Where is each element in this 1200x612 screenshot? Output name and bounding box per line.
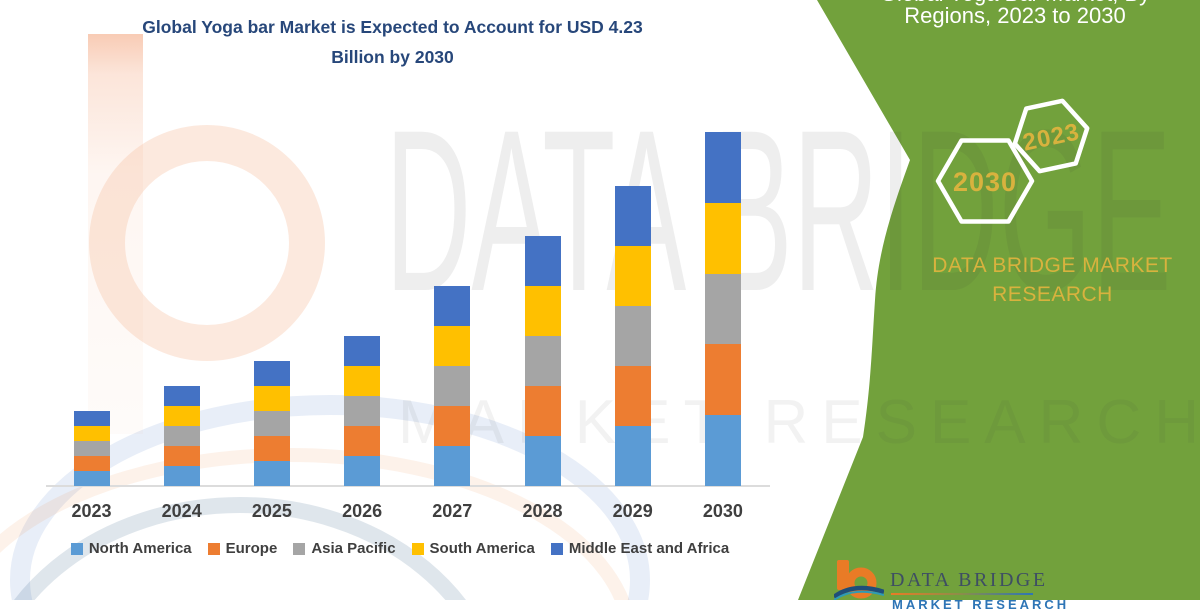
bar-segment-europe-2023	[73, 456, 110, 471]
bar-segment-north-america-2025	[253, 461, 290, 486]
bar-segment-north-america-2023	[73, 471, 110, 486]
bar-segment-middle-east-and-africa-2025	[253, 361, 290, 387]
bar-segment-asia-pacific-2030	[704, 273, 741, 345]
bar-segment-europe-2024	[163, 446, 200, 466]
x-axis-label-2024: 2024	[161, 501, 202, 521]
x-axis-line	[46, 485, 770, 487]
x-axis-label-2027: 2027	[432, 501, 473, 521]
bar-segment-north-america-2029	[614, 426, 651, 486]
brand-text: DATA BRIDGE MARKET RESEARCH	[925, 251, 1180, 309]
bar-segment-europe-2027	[434, 406, 471, 446]
bar-segment-south-america-2028	[524, 286, 561, 337]
bar-segment-middle-east-and-africa-2030	[704, 131, 741, 203]
bar-segment-europe-2026	[344, 426, 381, 456]
bar-segment-north-america-2030	[704, 415, 741, 486]
bar-segment-middle-east-and-africa-2026	[344, 336, 381, 367]
bar-segment-middle-east-and-africa-2024	[163, 386, 200, 407]
x-axis-label-2023: 2023	[71, 501, 112, 521]
bar-segment-south-america-2027	[434, 326, 471, 367]
bar-segment-europe-2030	[704, 344, 741, 416]
x-axis-label-2030: 2030	[702, 501, 743, 521]
bar-segment-asia-pacific-2024	[163, 426, 200, 446]
legend-item-middle-east-and-africa: Middle East and Africa	[550, 540, 730, 557]
bar-segment-asia-pacific-2023	[73, 441, 110, 456]
footer-logo-subtitle-clipped: MARKET RESEARCH	[892, 597, 1070, 612]
legend-label-middle-east-and-africa: Middle East and Africa	[568, 540, 730, 557]
footer-logo: DATA BRIDGE MARKET RESEARCH	[834, 560, 1174, 612]
legend-item-asia-pacific: Asia Pacific	[293, 540, 396, 557]
bar-segment-middle-east-and-africa-2023	[73, 411, 110, 426]
legend-item-north-america: North America	[70, 540, 192, 557]
chart-legend: North America Europe Asia Pacific South Ame…	[20, 540, 780, 557]
legend-swatch-icon-middle-east-and-africa	[550, 542, 563, 555]
bar-segment-south-america-2024	[163, 406, 200, 427]
panel-title-line-2: Regions, 2023 to 2030	[904, 3, 1126, 28]
legend-label-europe: Europe	[225, 540, 278, 557]
bar-segment-south-america-2023	[73, 426, 110, 441]
bar-segment-asia-pacific-2029	[614, 306, 651, 367]
chart-title: Global Yoga bar Market is Expected to Ac…	[0, 12, 785, 72]
legend-item-south-america: South America	[411, 540, 535, 557]
legend-swatch-icon-south-america	[411, 542, 424, 555]
bar-segment-south-america-2025	[253, 386, 290, 412]
bar-segment-asia-pacific-2025	[253, 411, 290, 436]
hexagon-label-2030: 2030	[953, 167, 1017, 197]
bar-segment-europe-2025	[253, 436, 290, 461]
legend-label-south-america: South America	[429, 540, 535, 557]
x-axis-label-2029: 2029	[612, 501, 653, 521]
footer-logo-underline	[891, 593, 1033, 595]
chart-title-line-2: Billion by 2030	[331, 47, 454, 67]
x-axis-label-2026: 2026	[342, 501, 383, 521]
brand-text-line-1: DATA BRIDGE MARKET	[932, 254, 1173, 277]
bar-segment-europe-2028	[524, 386, 561, 436]
bar-segment-south-america-2026	[344, 366, 381, 397]
hexagon-graphic: 2023 2030	[935, 98, 1090, 224]
legend-swatch-icon-europe	[207, 542, 220, 555]
hexagon-label-2023: 2023	[1020, 118, 1082, 156]
bar-segment-north-america-2024	[163, 466, 200, 486]
chart-title-line-1: Global Yoga bar Market is Expected to Ac…	[142, 17, 643, 37]
x-axis-label-2025: 2025	[251, 501, 292, 521]
legend-swatch-icon-north-america	[70, 542, 83, 555]
data-bridge-logo-icon	[834, 560, 884, 600]
legend-swatch-icon-asia-pacific	[293, 542, 306, 555]
bar-segment-south-america-2030	[704, 202, 741, 274]
bar-segment-south-america-2029	[614, 246, 651, 307]
legend-label-asia-pacific: Asia Pacific	[311, 540, 396, 557]
bar-segment-middle-east-and-africa-2028	[524, 236, 561, 287]
bar-segment-asia-pacific-2028	[524, 336, 561, 387]
bar-segment-north-america-2028	[524, 436, 561, 486]
bar-segment-north-america-2027	[434, 446, 471, 486]
footer-logo-title: DATA BRIDGE	[890, 569, 1048, 591]
bar-segment-middle-east-and-africa-2029	[614, 186, 651, 247]
bar-segment-europe-2029	[614, 366, 651, 427]
bar-segment-middle-east-and-africa-2027	[434, 286, 471, 327]
bar-segment-asia-pacific-2026	[344, 396, 381, 427]
legend-label-north-america: North America	[88, 540, 192, 557]
bar-segment-north-america-2026	[344, 456, 381, 486]
brand-text-line-2: RESEARCH	[992, 283, 1113, 306]
legend-item-europe: Europe	[207, 540, 278, 557]
x-axis-label-2028: 2028	[522, 501, 563, 521]
plot-area: 2023 2024 2025 2026 2027 2028 2029 2030	[46, 131, 770, 521]
bar-segment-asia-pacific-2027	[434, 366, 471, 407]
